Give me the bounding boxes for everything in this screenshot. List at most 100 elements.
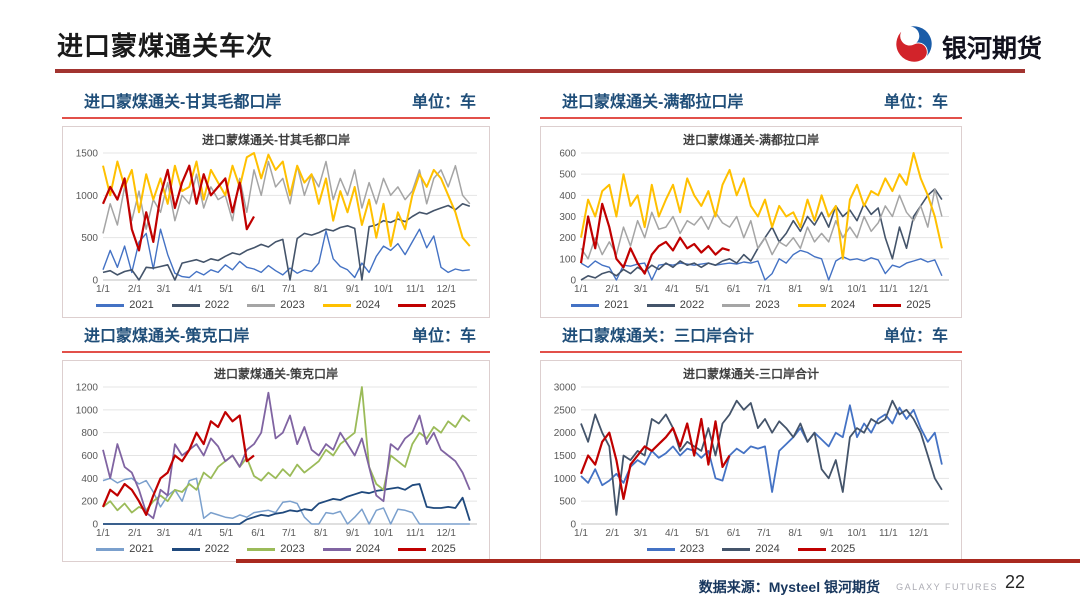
svg-text:5/1: 5/1: [695, 284, 709, 295]
svg-text:10/1: 10/1: [374, 528, 394, 539]
brand-wordmark: GALAXY FUTURES: [896, 582, 998, 592]
legend-item-2021: 2021: [96, 543, 154, 555]
svg-text:12/1: 12/1: [909, 528, 929, 539]
svg-text:2/1: 2/1: [605, 284, 619, 295]
legend-item-2023: 2023: [722, 299, 780, 311]
galaxy-logo-icon: [894, 24, 934, 69]
legend-line-swatch: [398, 303, 427, 307]
line-chart-svg: 0 200 400 600 800 1000 1200 1/1 2/1 3/1 4/1 5/1 6/1 7…: [76, 383, 477, 539]
line-chart: 0 500 1000 1500 2000 2500 3000 1/1 2/1 3/1 4/1 5/1 6…: [545, 382, 957, 539]
data-source-label: 数据来源：Mysteel 银河期货: [698, 579, 880, 595]
legend-item-2023: 2023: [646, 543, 704, 555]
legend-label: 2023: [280, 543, 305, 555]
legend-label: 2025: [906, 299, 931, 311]
legend-label: 2021: [604, 299, 629, 311]
legend-line-swatch: [398, 547, 427, 551]
page-title: 进口蒙煤通关车次: [57, 31, 274, 61]
svg-text:1000: 1000: [76, 405, 99, 416]
svg-text:600: 600: [559, 149, 576, 160]
svg-text:4/1: 4/1: [189, 284, 203, 295]
chart-header-title: 进口蒙煤通关-甘其毛都口岸: [84, 94, 282, 111]
svg-text:0: 0: [570, 520, 576, 531]
legend-item-2025: 2025: [873, 299, 931, 311]
svg-text:1/1: 1/1: [96, 284, 110, 295]
svg-text:9/1: 9/1: [820, 284, 834, 295]
svg-text:1500: 1500: [76, 149, 99, 160]
legend-line-swatch: [797, 303, 826, 307]
svg-text:9/1: 9/1: [346, 284, 360, 295]
svg-text:12/1: 12/1: [436, 284, 456, 295]
svg-text:4/1: 4/1: [189, 528, 203, 539]
legend-label: 2022: [679, 299, 705, 311]
legend-line-swatch: [797, 547, 826, 551]
chart-title: 进口蒙煤通关-满都拉口岸: [683, 133, 819, 147]
svg-text:7/1: 7/1: [757, 528, 771, 539]
legend-item-2023: 2023: [247, 543, 305, 555]
svg-text:200: 200: [81, 497, 98, 508]
chart-header-title: 进口蒙煤通关-策克口岸: [84, 328, 250, 345]
legend-item-2022: 2022: [171, 299, 230, 311]
legend-line-swatch: [171, 547, 200, 551]
svg-text:11/1: 11/1: [406, 528, 425, 539]
chart-header: 进口蒙煤通关-甘其毛都口岸 单位：车: [62, 88, 490, 119]
legend-line-swatch: [322, 547, 351, 551]
svg-text:11/1: 11/1: [879, 528, 898, 539]
legend-label: 2025: [431, 299, 456, 311]
chart-section-mandula: 进口蒙煤通关-满都拉口岸 单位：车 进口蒙煤通关-满都拉口岸 0 100 200 30…: [540, 88, 962, 318]
legend-item-2024: 2024: [322, 299, 380, 311]
line-chart: 0 500 1000 1500 1/1 2/1 3/1 4/1 5/1 6/1 7/1 8/1 9/1 1…: [67, 148, 485, 295]
page-number: 22: [1004, 572, 1025, 592]
chart-header: 进口蒙煤通关-策克口岸 单位：车: [62, 322, 490, 353]
svg-text:8/1: 8/1: [788, 528, 802, 539]
svg-text:9/1: 9/1: [820, 528, 834, 539]
chart-title: 进口蒙煤通关-策克口岸: [214, 367, 338, 381]
legend-item-2025: 2025: [398, 299, 456, 311]
chart-panel: 进口蒙煤通关-三口岸合计 0 500 1000 1500 2000 2500 3000 1/1…: [540, 360, 962, 562]
svg-text:9/1: 9/1: [346, 528, 360, 539]
title-underline: [55, 69, 1025, 73]
line-chart: 0 200 400 600 800 1000 1200 1/1 2/1 3/1 4/1 5/1 6/1 7…: [67, 382, 485, 539]
svg-text:2000: 2000: [554, 428, 577, 439]
svg-text:2/1: 2/1: [128, 528, 142, 539]
unit-label: 单位：车: [883, 328, 948, 345]
legend-label: 2021: [129, 299, 154, 311]
chart-panel: 进口蒙煤通关-策克口岸 0 200 400 600 800 1000 1200 1/1 2/1 3…: [62, 360, 490, 562]
legend-label: 2025: [431, 543, 456, 555]
svg-text:3/1: 3/1: [157, 528, 171, 539]
line-chart-svg: 0 500 1000 1500 1/1 2/1 3/1 4/1 5/1 6/1 7/1 8/1 9/1 1…: [76, 149, 477, 295]
chart-section-three-ports-total: 进口蒙煤通关：三口岸合计 单位：车 进口蒙煤通关-三口岸合计 0 500 1000 1…: [540, 322, 962, 562]
legend-label: 2025: [830, 543, 856, 555]
chart-legend: 2021 2022 2023 2024 2025: [67, 295, 485, 315]
svg-text:7/1: 7/1: [282, 284, 296, 295]
svg-text:8/1: 8/1: [314, 528, 328, 539]
legend-line-swatch: [722, 303, 751, 307]
svg-text:5/1: 5/1: [695, 528, 709, 539]
unit-label: 单位：车: [411, 94, 476, 111]
svg-text:400: 400: [81, 474, 98, 485]
chart-section-ganqimaodu: 进口蒙煤通关-甘其毛都口岸 单位：车 进口蒙煤通关-甘其毛都口岸 0 500 100…: [62, 88, 490, 318]
chart-legend: 2023 2024 2025: [545, 539, 957, 559]
chart-panel: 进口蒙煤通关-甘其毛都口岸 0 500 1000 1500 1/1 2/1 3/1 4/1 5/…: [62, 126, 490, 318]
svg-text:600: 600: [81, 451, 98, 462]
chart-header-title: 进口蒙煤通关：三口岸合计: [562, 328, 755, 345]
svg-text:10/1: 10/1: [847, 528, 867, 539]
svg-text:11/1: 11/1: [406, 284, 425, 295]
chart-panel: 进口蒙煤通关-满都拉口岸 0 100 200 300 400 500 600 1/1 2/1 3/…: [540, 126, 962, 318]
svg-text:6/1: 6/1: [251, 528, 265, 539]
legend-item-2025: 2025: [797, 543, 856, 555]
chart-header: 进口蒙煤通关：三口岸合计 单位：车: [540, 322, 962, 353]
svg-text:300: 300: [559, 212, 576, 223]
legend-item-2022: 2022: [171, 543, 230, 555]
legend-label: 2023: [755, 299, 780, 311]
chart-header-title: 进口蒙煤通关-满都拉口岸: [562, 94, 744, 111]
svg-text:7/1: 7/1: [282, 528, 296, 539]
legend-label: 2024: [830, 299, 856, 311]
svg-text:400: 400: [559, 191, 576, 202]
legend-label: 2022: [204, 543, 230, 555]
svg-text:0: 0: [92, 276, 98, 287]
chart-title: 进口蒙煤通关-甘其毛都口岸: [202, 133, 350, 147]
svg-text:12/1: 12/1: [436, 528, 456, 539]
svg-text:8/1: 8/1: [788, 284, 802, 295]
line-chart-svg: 0 500 1000 1500 2000 2500 3000 1/1 2/1 3/1 4/1 5/1 6…: [554, 383, 949, 539]
legend-label: 2022: [204, 299, 230, 311]
